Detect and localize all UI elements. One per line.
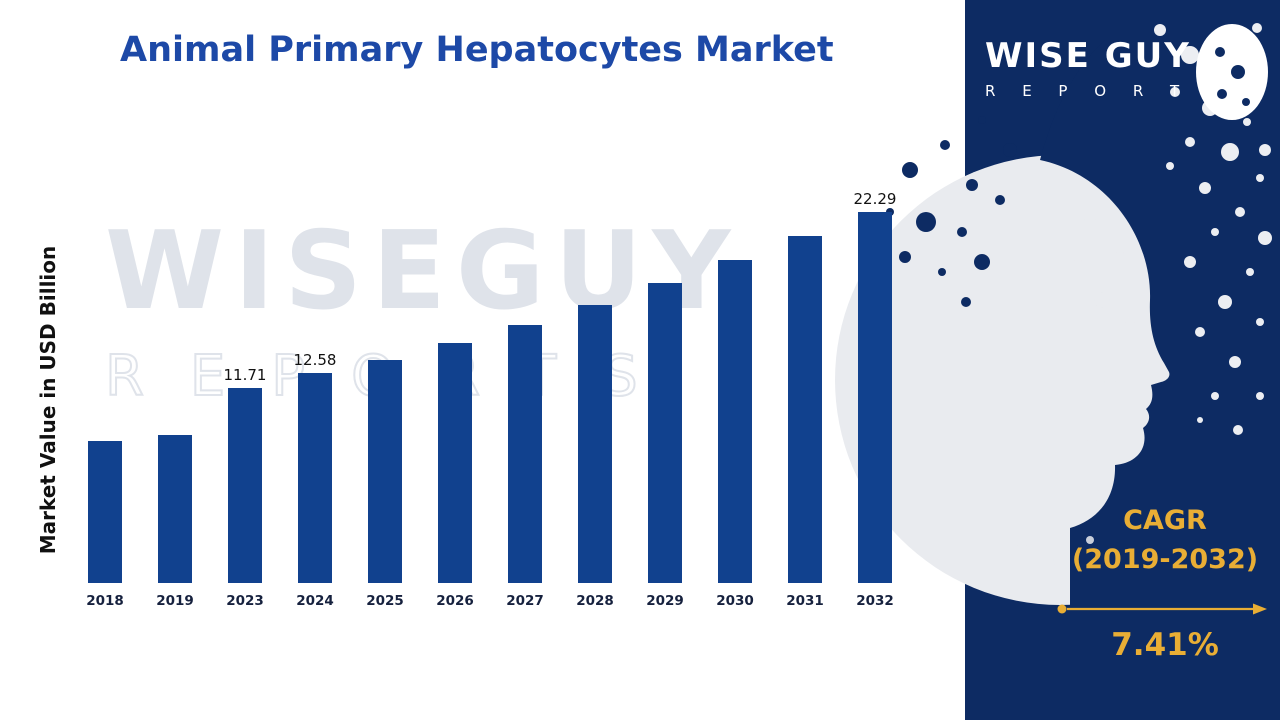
head-dot-texture: [1017, 214, 1135, 567]
bar-column: [770, 214, 840, 583]
cagr-label: CAGR: [1123, 505, 1207, 536]
x-axis-tick-label: 2028: [576, 593, 614, 609]
bar: [298, 373, 332, 583]
y-axis-label: Market Value in USD Billion: [36, 245, 60, 555]
x-axis-tick-label: 2031: [786, 593, 824, 609]
x-axis-tick-label: 2024: [296, 593, 334, 609]
bar-column: 12.58: [280, 351, 350, 583]
logo-face-icon: [1196, 24, 1268, 120]
bar-column: [420, 321, 490, 583]
x-axis-tick-label: 2025: [366, 593, 404, 609]
bar: [508, 324, 542, 583]
bar-column: [70, 419, 140, 583]
cagr-block: CAGR (2019-2032) 7.41%: [1055, 505, 1275, 663]
bar-column: 11.71: [210, 366, 280, 583]
x-axis: 2018 2019 2023 2024 2025 2026 2027 2028 2029 2030…: [70, 593, 910, 609]
brand-name: WISE GUY: [985, 36, 1191, 76]
navy-dot-cluster: [879, 116, 1017, 307]
bar: [228, 387, 262, 583]
cagr-value: 7.41%: [1111, 627, 1219, 663]
x-axis-tick-label: 2026: [436, 593, 474, 609]
bar-column: 22.29: [840, 189, 910, 583]
x-axis-tick-label: 2018: [86, 593, 124, 609]
bar: [788, 236, 822, 583]
x-axis-tick-label: 2032: [856, 593, 894, 609]
bar-chart-plot-area: 11.71 12.58 22.29: [70, 183, 910, 583]
bar-column: [490, 303, 560, 583]
bar-column: [350, 338, 420, 583]
bar: [438, 343, 472, 583]
face-profile-silhouette: [1040, 40, 1280, 605]
bar-column: [630, 261, 700, 583]
bar: [158, 434, 192, 583]
brand-artwork: [835, 0, 1280, 720]
bar-value-label: 22.29: [853, 189, 897, 208]
x-axis-tick-label: 2029: [646, 593, 684, 609]
x-axis-tick-label: 2019: [156, 593, 194, 609]
bar-column: [700, 238, 770, 583]
cagr-range: (2019-2032): [1071, 544, 1259, 575]
bar-column: [560, 283, 630, 583]
bar: [718, 259, 752, 583]
bar: [88, 441, 122, 583]
bar: [648, 283, 682, 583]
x-axis-tick-label: 2023: [226, 593, 264, 609]
x-axis-tick-label: 2027: [506, 593, 544, 609]
watermark-line1: WISEGUY: [105, 209, 741, 334]
brand-subtitle: R E P O R T S: [985, 82, 1227, 100]
page-title: Animal Primary Hepatocytes Market: [120, 30, 834, 70]
bar-value-label: 12.58: [293, 351, 337, 370]
bar: [578, 304, 612, 583]
brand-logo: WISE GUY R E P O R T S: [985, 36, 1226, 100]
x-axis-tick-label: 2030: [716, 593, 754, 609]
bar-value-label: 11.71: [223, 365, 267, 384]
bar-column: [140, 413, 210, 583]
bar: [368, 359, 402, 583]
cagr-trend-line: [1057, 603, 1267, 615]
bar: [858, 211, 892, 583]
